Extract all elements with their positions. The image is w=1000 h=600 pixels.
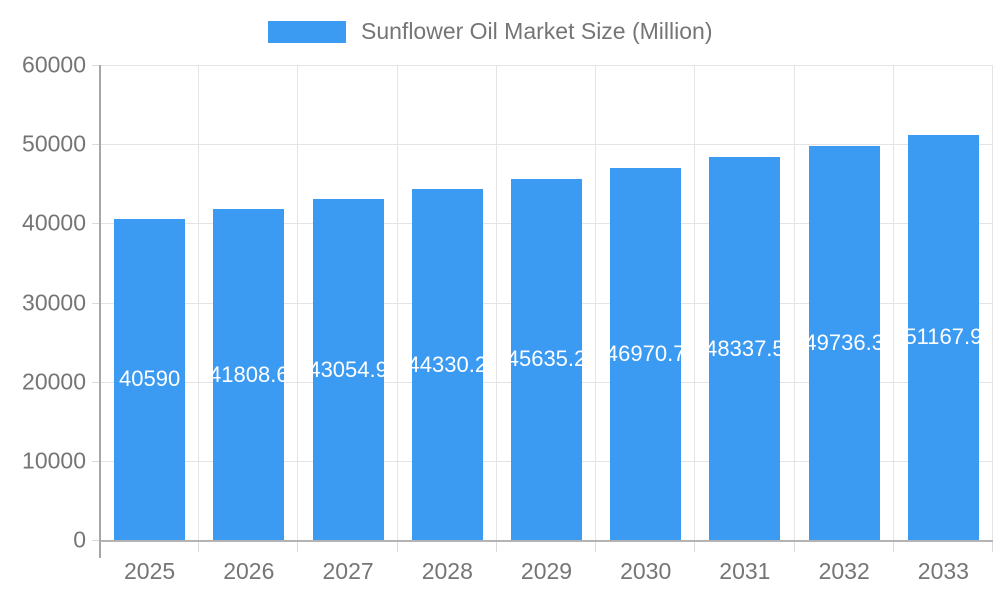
y-axis-label: 0 [73,526,86,553]
y-axis-label: 40000 [22,209,86,236]
gridline [396,65,398,540]
legend-swatch-icon [268,20,346,43]
bar[interactable]: 44330.2 [411,189,483,540]
bar-value-label: 43054.9 [312,356,384,382]
x-axis-label: 2028 [421,558,473,584]
bar-value-label: 48337.5 [709,335,781,361]
plot-area: 40590 41808.6 43054.9 44330.2 45635.2 46970.7… [100,65,993,540]
x-axis-label: 2032 [818,558,870,584]
gridline [297,65,299,540]
x-axis-label: 2026 [223,558,275,584]
y-axis-label: 60000 [22,51,86,78]
y-axis-label: 10000 [22,447,86,474]
x-axis-label: 2030 [620,558,672,584]
bar[interactable]: 51167.9 [907,134,979,540]
bar-value-label: 45635.2 [511,346,582,372]
gridline [694,65,696,540]
y-tick-mark [92,144,100,146]
y-tick-mark [92,381,100,383]
x-axis-label: 2029 [520,558,573,584]
x-axis-line [100,540,993,542]
bar[interactable]: 40590 [114,218,186,540]
x-tick-mark [595,540,597,552]
y-axis-line [99,65,101,558]
x-tick-mark [198,540,200,552]
x-axis-label: 2033 [917,558,969,584]
legend-label: Sunflower Oil Market Size (Million) [361,18,713,44]
y-tick-mark [92,302,100,304]
x-tick-mark [694,540,696,552]
bar[interactable]: 45635.2 [511,178,582,540]
x-tick-mark [992,540,993,552]
bar[interactable]: 41808.6 [213,209,285,540]
gridline [793,65,795,540]
gridline [100,144,993,146]
y-tick-mark [92,540,100,541]
y-tick-mark [92,223,100,225]
y-tick-mark [92,65,100,66]
gridline [892,65,894,540]
y-axis-label: 50000 [22,130,86,157]
bar-value-label: 41808.6 [213,361,285,387]
x-tick-mark [892,540,894,552]
bar-value-label: 40590 [119,366,181,392]
x-tick-mark [396,540,398,552]
x-axis-label: 2027 [322,558,374,584]
x-tick-mark [495,540,497,552]
gridline [495,65,497,540]
x-tick-mark [793,540,795,552]
gridline [100,65,993,66]
bar-value-label: 49736.3 [808,330,880,356]
bar-value-label: 51167.9 [907,324,979,350]
bar[interactable]: 48337.5 [709,157,781,540]
legend-item[interactable]: Sunflower Oil Market Size (Million) [268,18,713,44]
x-axis-label: 2025 [124,558,176,584]
y-axis-label: 30000 [22,289,86,315]
y-axis-label: 20000 [22,368,86,395]
gridline [595,65,597,540]
gridline [198,65,200,540]
gridline [992,65,993,540]
bar[interactable]: 43054.9 [312,199,384,540]
bar-value-label: 44330.2 [411,351,483,377]
x-axis-label: 2031 [719,558,771,584]
y-tick-mark [92,460,100,462]
bar-value-label: 46970.7 [610,341,682,367]
x-tick-mark [297,540,299,552]
bar[interactable]: 49736.3 [808,146,880,540]
bar[interactable]: 46970.7 [610,168,682,540]
